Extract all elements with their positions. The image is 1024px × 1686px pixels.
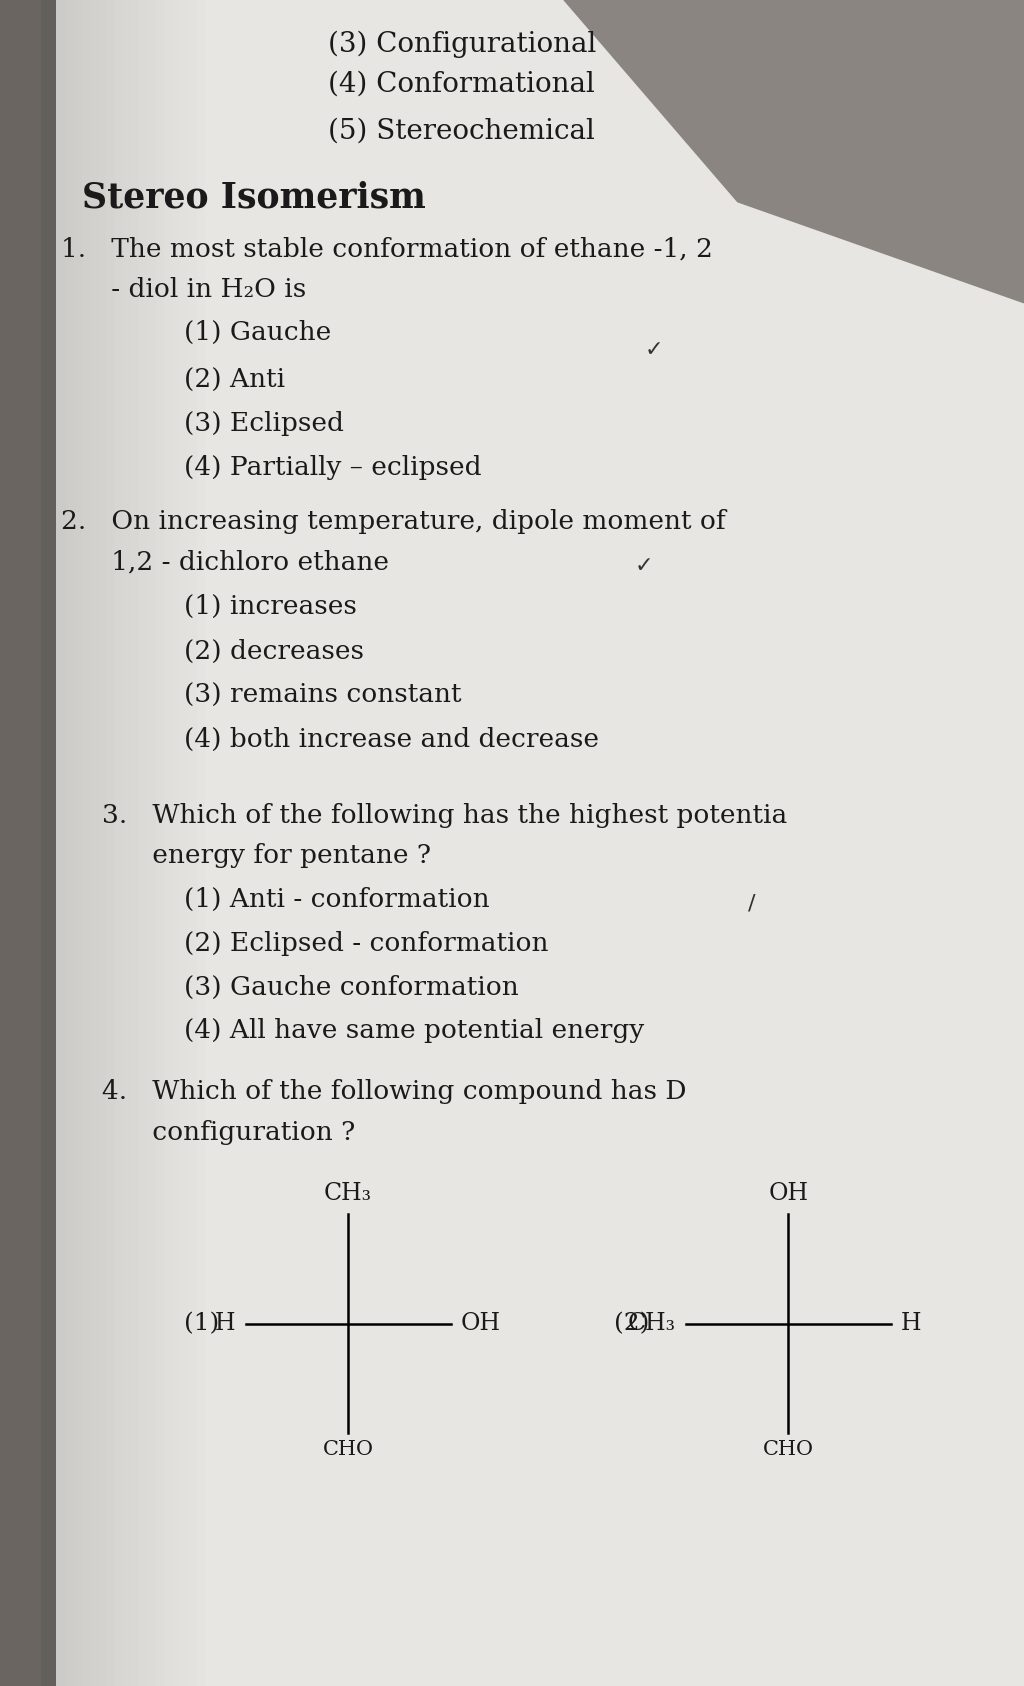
Bar	[188, 0, 197, 1686]
Text: /: /	[748, 894, 755, 914]
Bar	[49, 0, 57, 1686]
Text: 4.   Which of the following compound has D: 4. Which of the following compound has D	[102, 1079, 687, 1104]
Bar	[57, 0, 66, 1686]
Text: ✓: ✓	[635, 556, 653, 577]
Text: (3) Configurational: (3) Configurational	[328, 30, 596, 57]
Text: (3) remains constant: (3) remains constant	[184, 683, 462, 708]
Text: H: H	[215, 1312, 236, 1335]
Bar	[131, 0, 139, 1686]
Text: CHO: CHO	[323, 1440, 374, 1458]
Text: (4) both increase and decrease: (4) both increase and decrease	[184, 727, 599, 752]
Bar	[90, 0, 98, 1686]
Bar	[74, 0, 82, 1686]
Text: (1) increases: (1) increases	[184, 593, 357, 619]
Text: (3) Gauche conformation: (3) Gauche conformation	[184, 975, 519, 1000]
Text: CH₃: CH₃	[325, 1182, 372, 1205]
Bar	[164, 0, 172, 1686]
Text: OH: OH	[768, 1182, 809, 1205]
Bar	[106, 0, 115, 1686]
Text: configuration ?: configuration ?	[102, 1120, 355, 1145]
Text: 1,2 - dichloro ethane: 1,2 - dichloro ethane	[61, 550, 389, 575]
Bar	[123, 0, 131, 1686]
Text: (2) decreases: (2) decreases	[184, 639, 365, 664]
Text: (2): (2)	[614, 1312, 650, 1335]
Text: (2) Anti: (2) Anti	[184, 368, 286, 393]
Bar	[115, 0, 123, 1686]
Text: - diol in H₂O is: - diol in H₂O is	[61, 277, 307, 302]
Polygon shape	[563, 0, 1024, 303]
Text: CH₃: CH₃	[628, 1312, 676, 1335]
Text: (4) All have same potential energy: (4) All have same potential energy	[184, 1018, 644, 1044]
Text: (3) Eclipsed: (3) Eclipsed	[184, 411, 344, 437]
Bar	[98, 0, 106, 1686]
Bar	[172, 0, 180, 1686]
Text: 3.   Which of the following has the highest potentia: 3. Which of the following has the highes…	[102, 803, 787, 828]
Text: ✓: ✓	[645, 341, 664, 361]
Bar	[139, 0, 147, 1686]
Text: (4) Conformational: (4) Conformational	[328, 71, 595, 98]
Bar	[82, 0, 90, 1686]
Text: (1) Gauche: (1) Gauche	[184, 320, 332, 346]
Bar	[180, 0, 188, 1686]
Text: (4) Partially – eclipsed: (4) Partially – eclipsed	[184, 455, 482, 481]
Text: 2.   On increasing temperature, dipole moment of: 2. On increasing temperature, dipole mom…	[61, 509, 726, 534]
Text: (1) Anti - conformation: (1) Anti - conformation	[184, 887, 489, 912]
Text: CHO: CHO	[763, 1440, 814, 1458]
Bar	[66, 0, 74, 1686]
Bar	[41, 0, 49, 1686]
Text: (1): (1)	[184, 1312, 219, 1335]
Text: H: H	[901, 1312, 922, 1335]
Text: Stereo Isomerism: Stereo Isomerism	[82, 180, 426, 214]
Text: OH: OH	[461, 1312, 501, 1335]
Bar	[156, 0, 164, 1686]
Bar	[197, 0, 205, 1686]
Bar	[147, 0, 156, 1686]
Text: (2) Eclipsed - conformation: (2) Eclipsed - conformation	[184, 931, 549, 956]
Text: energy for pentane ?: energy for pentane ?	[102, 843, 431, 868]
Text: 1.   The most stable conformation of ethane -1, 2: 1. The most stable conformation of ethan…	[61, 236, 714, 261]
Bar	[0, 0, 56, 1686]
Text: (5) Stereochemical: (5) Stereochemical	[328, 118, 595, 145]
